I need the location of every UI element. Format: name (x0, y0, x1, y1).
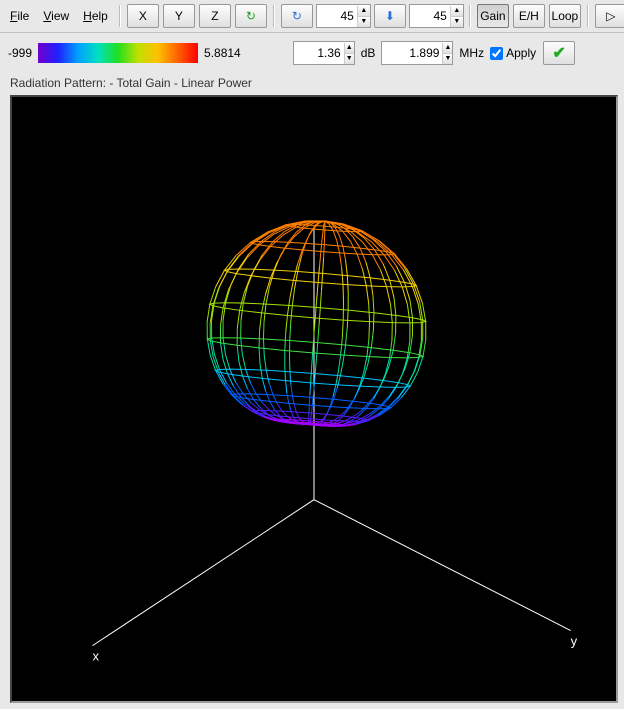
rotate-down-button[interactable]: ⬇ (374, 4, 406, 28)
mhz-spinner[interactable]: ▲▼ (381, 41, 453, 65)
rotate-ccw-button[interactable]: ↻ (281, 4, 313, 28)
spin-down-icon[interactable]: ▼ (451, 17, 463, 27)
spin-down-icon[interactable]: ▼ (358, 17, 370, 27)
rotation-step2-input[interactable] (410, 6, 450, 26)
db-input[interactable] (294, 43, 344, 63)
loop-button[interactable]: Loop (549, 4, 581, 28)
svg-text:x: x (93, 649, 100, 664)
menubar: File View Help X Y Z ↻ ↻ ▲▼ ⬇ ▲▼ Gain E/… (0, 0, 624, 33)
spin-up-icon[interactable]: ▲ (451, 6, 463, 17)
apply-label: Apply (506, 46, 536, 60)
rotation-step1-input[interactable] (317, 6, 357, 26)
menu-file[interactable]: File (4, 7, 35, 25)
colorbar-min-label: -999 (8, 46, 32, 60)
axis-z-button[interactable]: Z (199, 4, 231, 28)
db-label: dB (361, 46, 376, 60)
radiation-pattern-plot: xy (12, 97, 616, 709)
menu-help[interactable]: Help (77, 7, 114, 25)
axis-x-button[interactable]: X (127, 4, 159, 28)
rotation-step1-spinner[interactable]: ▲▼ (316, 4, 371, 28)
viewport-3d[interactable]: xy (10, 95, 618, 703)
apply-checkbox[interactable]: Apply (490, 46, 536, 60)
eh-button[interactable]: E/H (513, 4, 545, 28)
svg-text:y: y (571, 634, 578, 649)
axis-y-button[interactable]: Y (163, 4, 195, 28)
mhz-input[interactable] (382, 43, 442, 63)
plot-title: Radiation Pattern: - Total Gain - Linear… (0, 73, 624, 93)
colorbar (38, 43, 198, 63)
apply-button[interactable]: ✔ (543, 41, 575, 65)
mhz-label: MHz (459, 46, 484, 60)
rotation-step2-spinner[interactable]: ▲▼ (409, 4, 464, 28)
db-spinner[interactable]: ▲▼ (293, 41, 355, 65)
controls-row: -999 5.8814 ▲▼ dB ▲▼ MHz Apply ✔ (0, 33, 624, 73)
menu-view[interactable]: View (37, 7, 75, 25)
gain-button[interactable]: Gain (477, 4, 509, 28)
spin-up-icon[interactable]: ▲ (358, 6, 370, 17)
colorbar-max-label: 5.8814 (204, 46, 241, 60)
reset-rotation-button[interactable]: ↻ (235, 4, 267, 28)
apply-checkbox-input[interactable] (490, 47, 503, 60)
play-button[interactable]: ▷ (595, 4, 624, 28)
